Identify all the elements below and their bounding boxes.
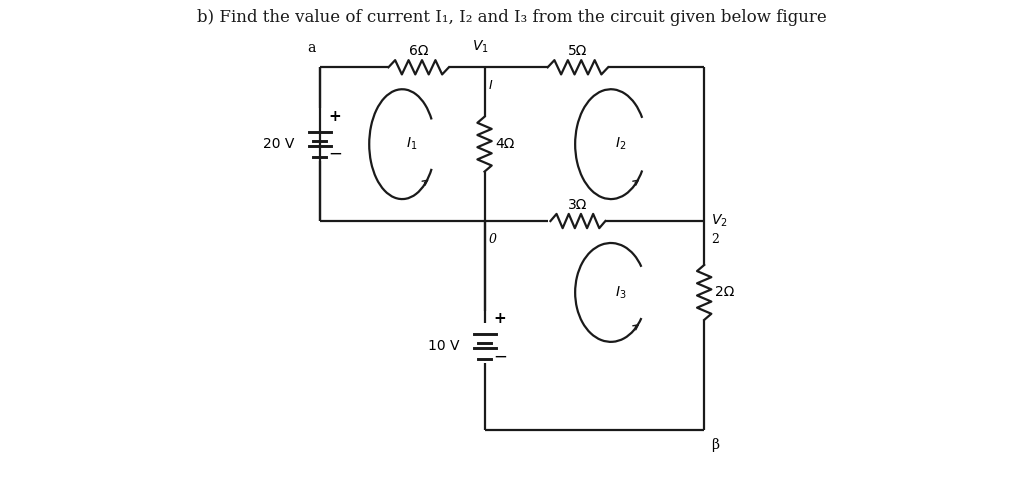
- Text: −: −: [329, 145, 342, 163]
- Text: $I_3$: $I_3$: [615, 284, 627, 301]
- Text: b) Find the value of current I₁, I₂ and I₃ from the circuit given below figure: b) Find the value of current I₁, I₂ and …: [198, 9, 826, 26]
- Text: 20 V: 20 V: [263, 137, 294, 151]
- Text: −: −: [493, 347, 507, 365]
- Text: $V_2$: $V_2$: [711, 213, 727, 229]
- Text: 5Ω: 5Ω: [568, 44, 588, 58]
- Text: 10 V: 10 V: [428, 339, 459, 353]
- Text: $V_1$: $V_1$: [472, 39, 488, 55]
- Text: +: +: [494, 311, 506, 327]
- Text: 4Ω: 4Ω: [496, 137, 515, 151]
- Text: 2: 2: [711, 233, 719, 246]
- Text: β: β: [711, 438, 719, 452]
- Text: 2Ω: 2Ω: [716, 285, 735, 299]
- Text: 3Ω: 3Ω: [568, 198, 588, 212]
- Text: +: +: [329, 109, 342, 124]
- Text: $I_2$: $I_2$: [615, 136, 627, 153]
- Text: $I$: $I$: [488, 80, 494, 92]
- Text: 6Ω: 6Ω: [409, 44, 428, 58]
- Text: a: a: [307, 41, 315, 55]
- Text: 0: 0: [488, 233, 497, 246]
- Text: $I_1$: $I_1$: [407, 136, 418, 153]
